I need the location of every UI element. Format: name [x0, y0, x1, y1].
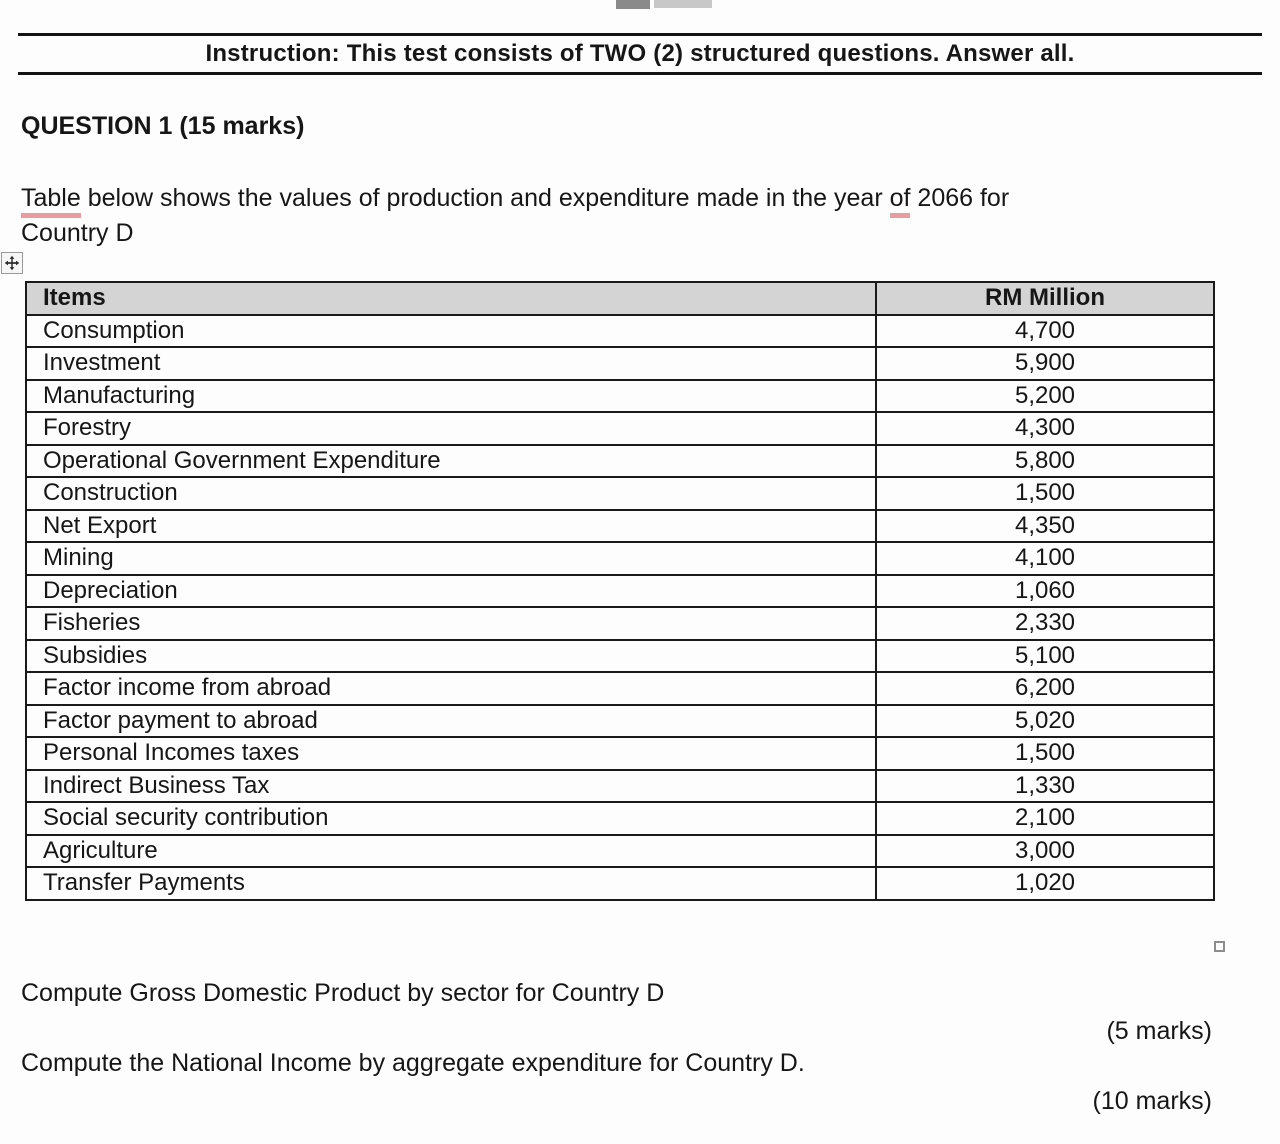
- instruction-line: Instruction: This test consists of TWO (…: [205, 40, 1075, 67]
- question1-heading: QUESTION 1 (15 marks): [21, 112, 305, 140]
- item-cell: Factor payment to abroad: [25, 703, 877, 738]
- item-cell: Net Export: [25, 508, 877, 543]
- value-cell: 3,000: [875, 833, 1215, 868]
- table-row: Manufacturing 5,200: [25, 378, 1215, 413]
- item-cell: Personal Incomes taxes: [25, 736, 877, 771]
- table-row: Indirect Business Tax 1,330: [25, 768, 1215, 803]
- question1-intro: Table below shows the values of producti…: [21, 181, 1221, 251]
- col-header-rm-million: RM Million: [875, 281, 1215, 316]
- table-row: Personal Incomes taxes 1,500: [25, 736, 1215, 771]
- table-row: Operational Government Expenditure 5,800: [25, 443, 1215, 478]
- item-cell: Investment: [25, 346, 877, 381]
- table-resize-handle[interactable]: [1214, 941, 1225, 952]
- value-cell: 1,330: [875, 768, 1215, 803]
- intro-text-segment: below shows the values of production and…: [80, 184, 890, 212]
- table-row: Fisheries 2,330: [25, 606, 1215, 641]
- value-cell: 4,350: [875, 508, 1215, 543]
- table-move-handle[interactable]: [1, 252, 23, 274]
- horizontal-rule-bottom: [18, 72, 1262, 75]
- task-1-text: Compute Gross Domestic Product by sector…: [21, 979, 665, 1007]
- table-row: Social security contribution 2,100: [25, 801, 1215, 836]
- move-arrows-icon: [4, 255, 20, 271]
- item-cell: Fisheries: [25, 606, 877, 641]
- item-cell: Forestry: [25, 411, 877, 446]
- value-cell: 5,800: [875, 443, 1215, 478]
- table-row: Investment 5,900: [25, 346, 1215, 381]
- value-cell: 4,300: [875, 411, 1215, 446]
- table-body: Consumption 4,700 Investment 5,900 Manufactu…: [25, 313, 1215, 901]
- intro-text-segment: Country D: [21, 219, 134, 247]
- value-cell: 5,900: [875, 346, 1215, 381]
- item-cell: Indirect Business Tax: [25, 768, 877, 803]
- table-header: Items RM Million: [25, 281, 1215, 316]
- task-1-marks: (5 marks): [1106, 1017, 1212, 1045]
- value-cell: 1,500: [875, 736, 1215, 771]
- value-cell: 5,020: [875, 703, 1215, 738]
- table-row: Depreciation 1,060: [25, 573, 1215, 608]
- item-cell: Transfer Payments: [25, 866, 877, 901]
- value-cell: 4,100: [875, 541, 1215, 576]
- value-cell: 5,200: [875, 378, 1215, 413]
- table-row: Net Export 4,350: [25, 508, 1215, 543]
- table-row: Agriculture 3,000: [25, 833, 1215, 868]
- task-2-marks: (10 marks): [1092, 1087, 1212, 1115]
- item-cell: Mining: [25, 541, 877, 576]
- cutoff-text-fragment: [616, 0, 650, 9]
- item-cell: Manufacturing: [25, 378, 877, 413]
- value-cell: 1,060: [875, 573, 1215, 608]
- item-cell: Construction: [25, 476, 877, 511]
- production-expenditure-table: Items RM Million Consumption 4,700 Investm…: [25, 281, 1215, 901]
- table-row: Subsidies 5,100: [25, 638, 1215, 673]
- item-cell: Social security contribution: [25, 801, 877, 836]
- item-cell: Depreciation: [25, 573, 877, 608]
- table-row: Factor income from abroad 6,200: [25, 671, 1215, 706]
- value-cell: 1,020: [875, 866, 1215, 901]
- task-2-text: Compute the National Income by aggregate…: [21, 1049, 805, 1077]
- col-header-items: Items: [25, 281, 877, 316]
- cutoff-text-fragment: [654, 0, 712, 8]
- table-row: Consumption 4,700: [25, 313, 1215, 348]
- item-cell: Factor income from abroad: [25, 671, 877, 706]
- value-cell: 2,100: [875, 801, 1215, 836]
- table-row: Forestry 4,300: [25, 411, 1215, 446]
- value-cell: 4,700: [875, 313, 1215, 348]
- item-cell: Agriculture: [25, 833, 877, 868]
- table-row: Factor payment to abroad 5,020: [25, 703, 1215, 738]
- item-cell: Consumption: [25, 313, 877, 348]
- item-cell: Subsidies: [25, 638, 877, 673]
- value-cell: 2,330: [875, 606, 1215, 641]
- table-header-row: Items RM Million: [25, 281, 1215, 316]
- value-cell: 1,500: [875, 476, 1215, 511]
- table-row: Mining 4,100: [25, 541, 1215, 576]
- intro-text-segment: 2066 for: [910, 184, 1010, 212]
- horizontal-rule-top: [18, 33, 1262, 36]
- table-row: Transfer Payments 1,020: [25, 866, 1215, 901]
- value-cell: 5,100: [875, 638, 1215, 673]
- value-cell: 6,200: [875, 671, 1215, 706]
- item-cell: Operational Government Expenditure: [25, 443, 877, 478]
- spellchecked-word: of: [889, 184, 911, 218]
- table-row: Construction 1,500: [25, 476, 1215, 511]
- spellchecked-word: Table: [21, 184, 81, 218]
